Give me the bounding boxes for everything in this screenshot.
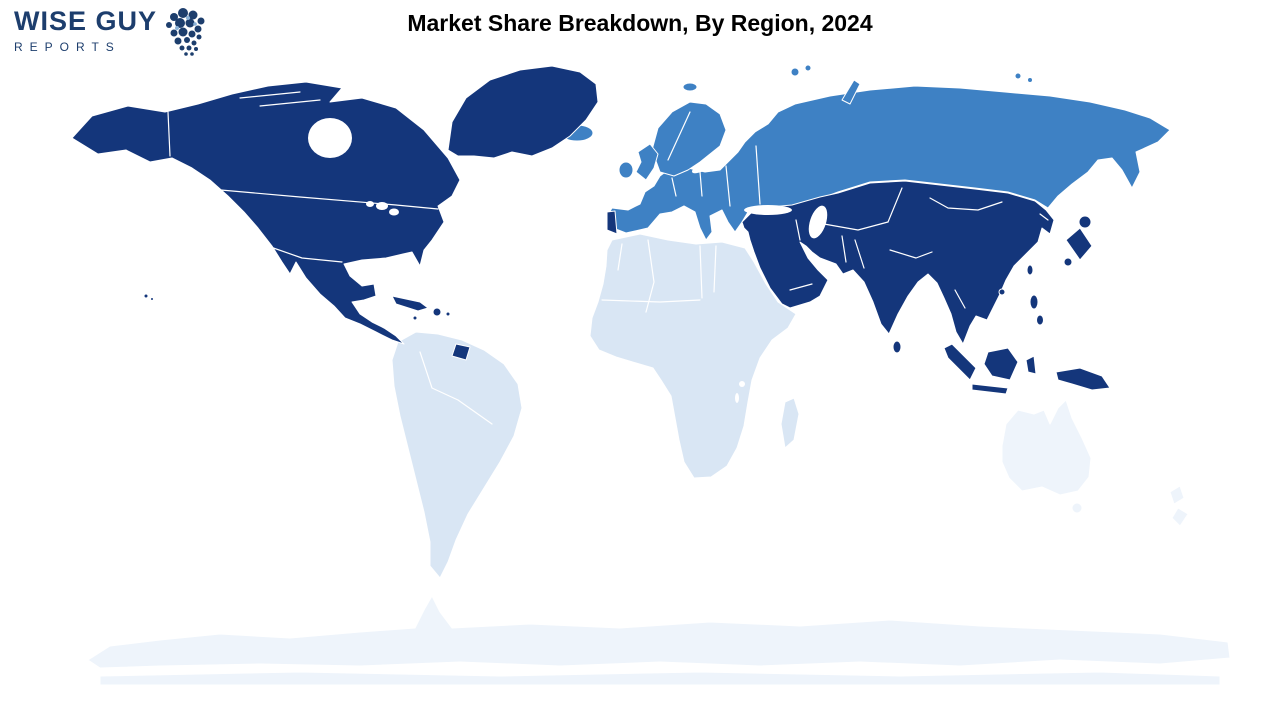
region-new-guinea [1055, 367, 1111, 391]
regions-lightest [87, 399, 1231, 686]
lake-victoria [739, 381, 745, 387]
border-morocco-algeria [617, 243, 623, 271]
border-brazil-west [419, 351, 459, 401]
border-poland [699, 171, 703, 197]
border-alaska-canada [167, 111, 171, 157]
border-us-mexico [261, 243, 343, 263]
border-russia-west [755, 145, 761, 205]
region-hawaii [143, 293, 149, 299]
region-sumatra [943, 343, 977, 381]
region-new-zealand-north [1169, 485, 1185, 505]
regions-medium [560, 64, 1171, 241]
border-iran-afghanistan [841, 235, 847, 263]
region-svalbard [682, 82, 698, 92]
region-antarctica [87, 595, 1231, 669]
border-mongolia [929, 197, 1003, 211]
region-tasmania [1071, 502, 1083, 514]
country-borders [167, 91, 1049, 425]
logo-text: WISE GUY REPORTS [14, 6, 158, 54]
region-uk [635, 143, 659, 181]
caspian-sea [808, 205, 828, 239]
region-taiwan [1026, 264, 1034, 276]
border-arctic-islands-1 [239, 91, 301, 99]
region-hispaniola [432, 307, 442, 317]
region-japan-honshu [1065, 227, 1093, 261]
chart-title: Market Share Breakdown, By Region, 2024 [407, 10, 873, 36]
dotted-head-icon [166, 8, 205, 56]
region-arctic-isle-4 [1027, 77, 1033, 83]
region-japan-hokkaido [1078, 215, 1092, 229]
border-brazil-south [457, 399, 493, 425]
region-arctic-isle-3 [1014, 72, 1022, 80]
logo-wordmark: WISE GUY [14, 6, 158, 36]
region-scandinavia [651, 101, 727, 177]
region-novaya-zemlya [841, 79, 861, 105]
region-north-america [71, 81, 461, 345]
border-east-africa [713, 245, 717, 293]
hudson-bay [308, 118, 352, 158]
region-ireland [618, 161, 634, 179]
baltic-sea [691, 160, 715, 174]
region-cuba [391, 295, 429, 312]
region-portugal [606, 210, 618, 235]
border-india-china [889, 249, 933, 259]
region-sulawesi [1025, 355, 1037, 375]
region-sri-lanka [892, 340, 902, 354]
region-hawaii-2 [150, 297, 154, 301]
regions-darkest [71, 65, 1111, 395]
region-arctic-isle-2 [804, 64, 812, 72]
border-libya-egypt [699, 245, 703, 299]
border-france-germany [671, 177, 677, 197]
region-africa [589, 233, 797, 479]
black-sea [744, 205, 792, 215]
region-antarctica-strip [99, 671, 1221, 686]
great-lake-3 [366, 201, 374, 207]
border-arctic-islands-2 [259, 99, 321, 107]
region-madagascar [780, 397, 800, 449]
regions-light [391, 233, 800, 579]
region-greenland [447, 65, 599, 159]
region-java [971, 383, 1009, 395]
region-puerto-rico [445, 311, 451, 317]
region-south-america [391, 331, 523, 579]
border-us-canada [197, 187, 439, 210]
border-turkey-iraq [795, 219, 801, 241]
water-overlays [308, 118, 828, 403]
region-australia [1001, 399, 1092, 496]
border-sahel [601, 299, 701, 303]
region-borneo [983, 347, 1019, 381]
region-japan-kyushu [1063, 257, 1073, 267]
great-lake-2 [389, 208, 399, 216]
border-thailand-myanmar [954, 289, 966, 309]
border-kazakhstan-china [887, 187, 903, 223]
region-arctic-isle-1 [790, 67, 800, 77]
border-korea [1039, 213, 1049, 221]
border-ukraine [725, 165, 731, 207]
region-philippines-mindanao [1036, 314, 1044, 326]
border-norway-sweden [667, 111, 691, 161]
wise-guy-reports-logo: WISE GUY REPORTS [14, 8, 207, 60]
border-india-pakistan [854, 239, 865, 269]
lake-tanganyika [735, 393, 739, 403]
region-jamaica [412, 315, 418, 321]
region-hainan [998, 288, 1006, 296]
border-kazakhstan-south [823, 221, 889, 231]
region-french-guiana [451, 343, 471, 361]
border-saudi-yemen [789, 283, 813, 291]
region-philippines-luzon [1029, 294, 1039, 310]
logo-subtitle: REPORTS [14, 40, 121, 54]
region-new-zealand-south [1171, 507, 1189, 527]
